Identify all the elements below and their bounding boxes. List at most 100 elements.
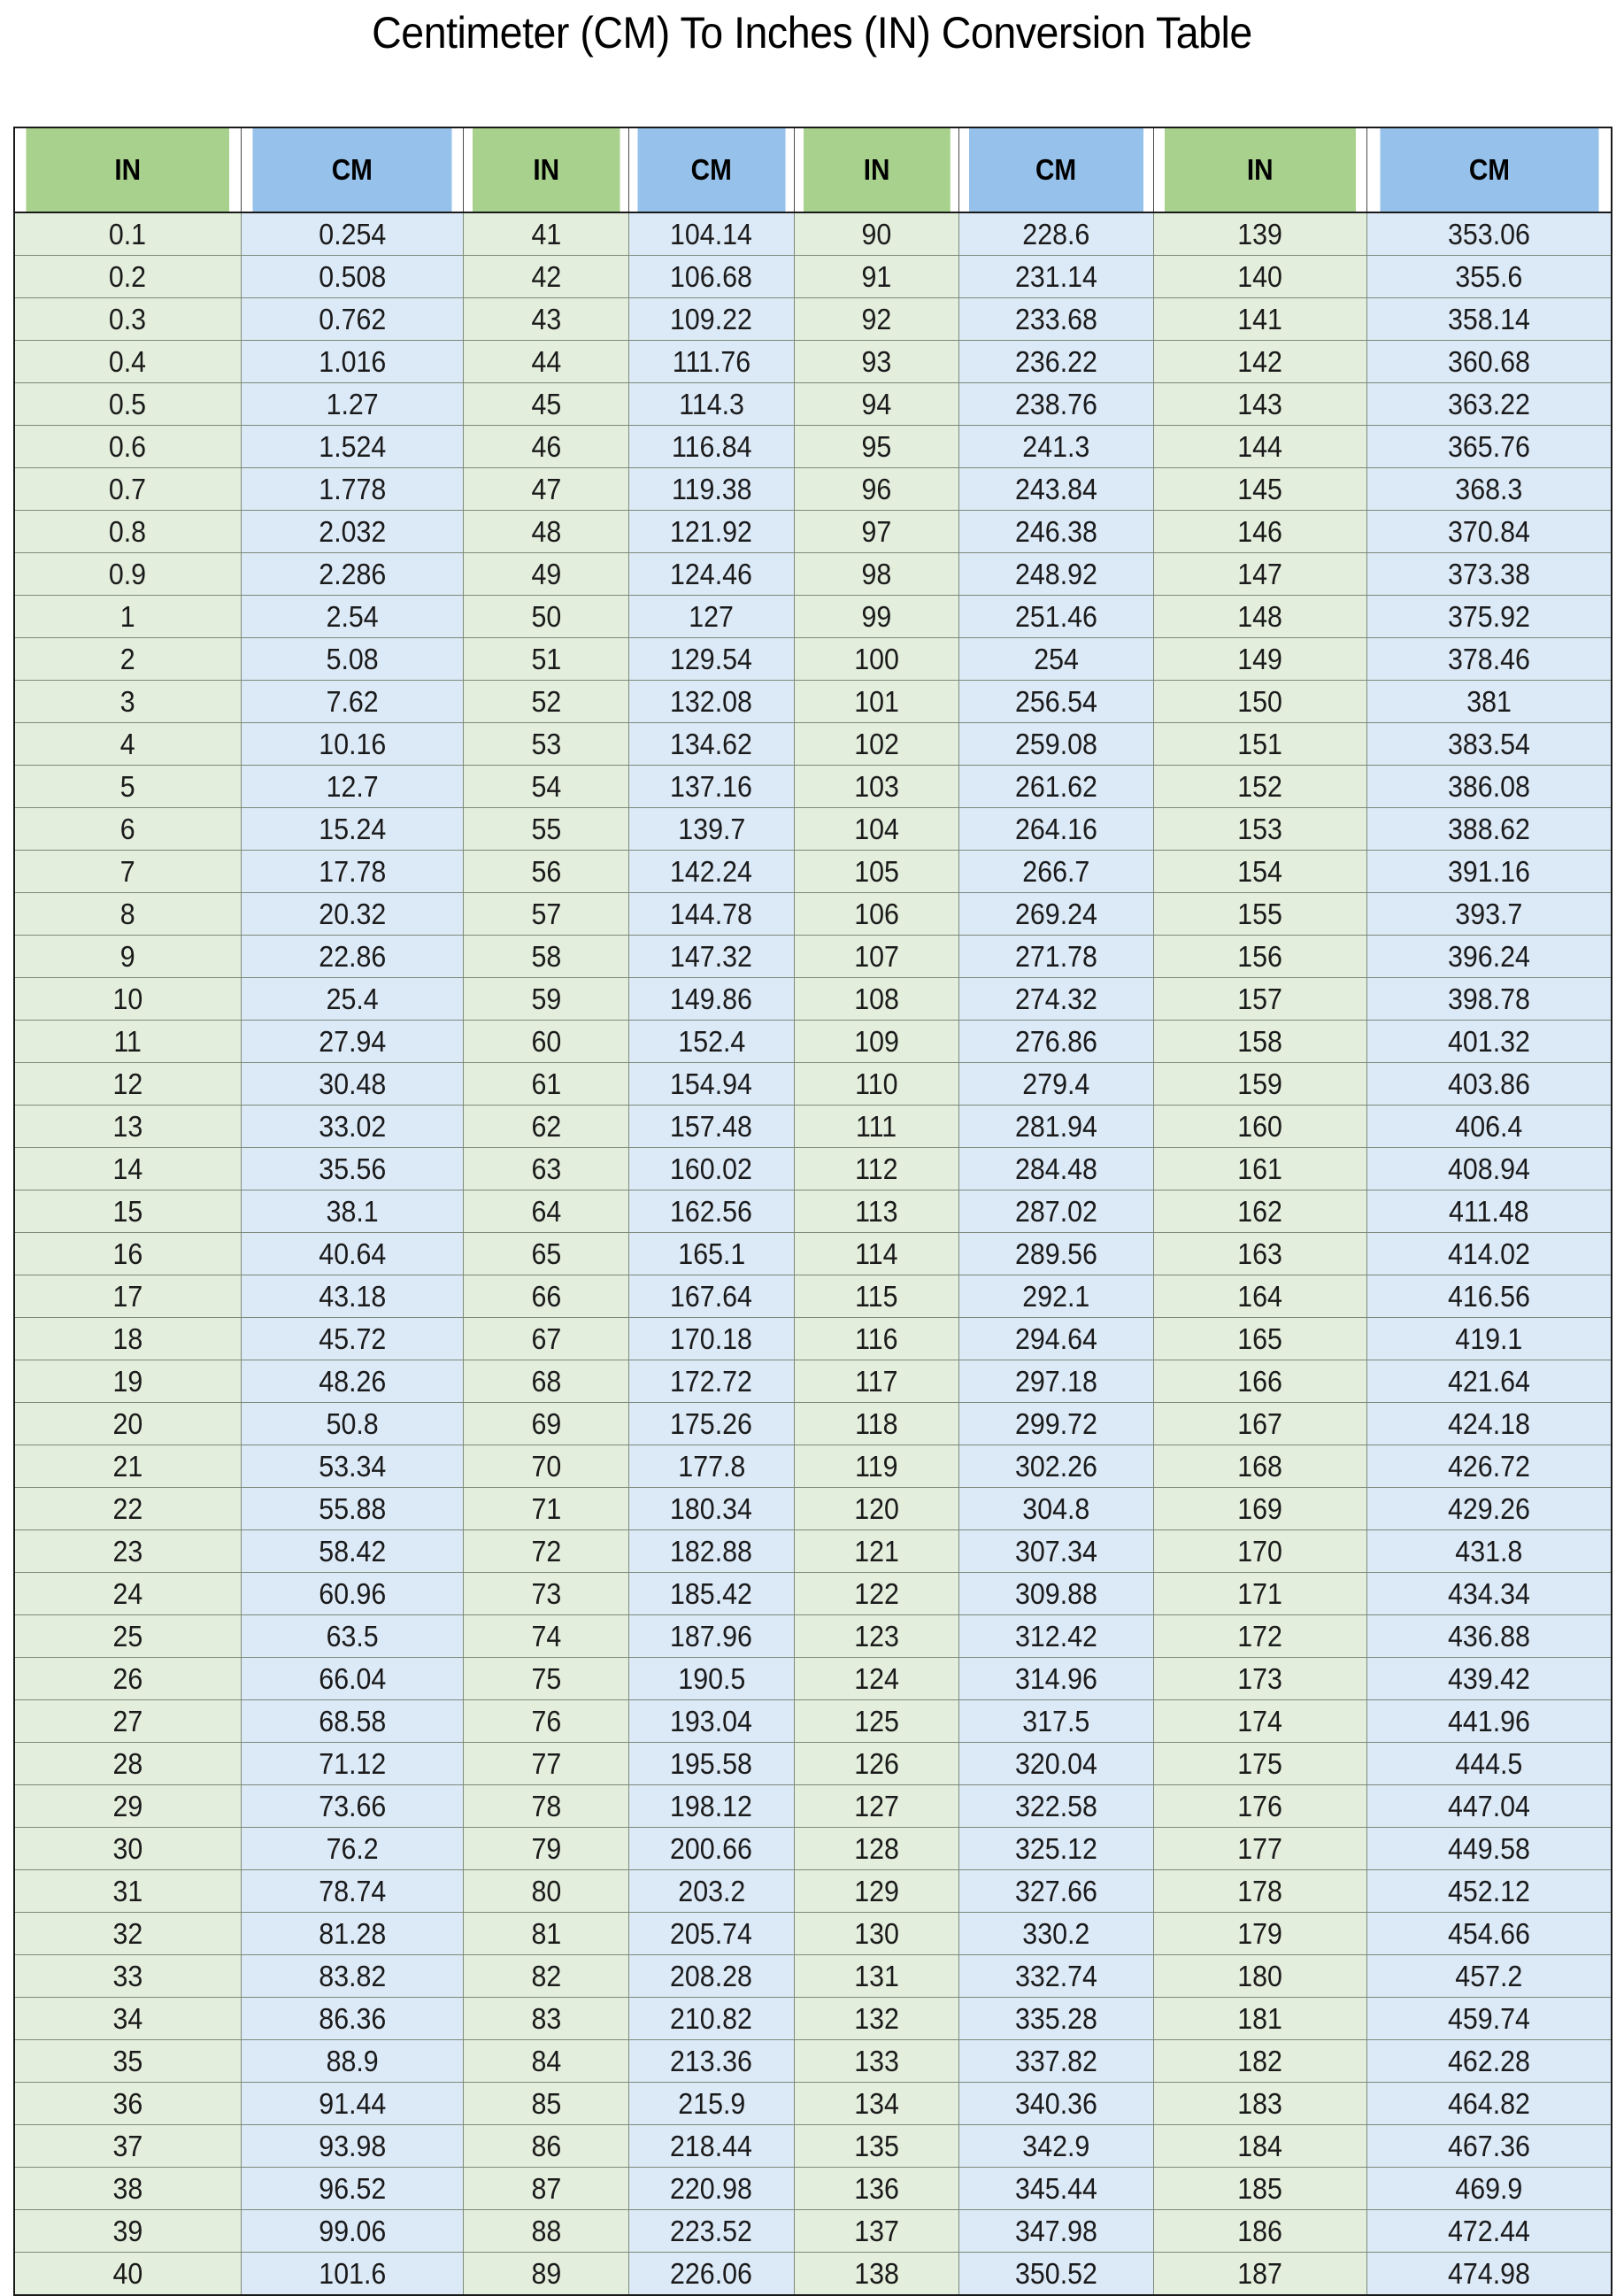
cell-in-value: 143 xyxy=(1152,382,1368,426)
cell-cm-value: 426.72 xyxy=(1366,1445,1612,1488)
cell-cm-value: 274.32 xyxy=(958,977,1154,1021)
cell-cm-value: 180.34 xyxy=(627,1487,796,1530)
table-row: 20 50.8 69 175.26 118 299.72 167 424.18 xyxy=(13,1402,1612,1445)
cell-cm-value: 355.6 xyxy=(1366,255,1612,298)
cell-cm-value: 119.38 xyxy=(627,467,796,511)
cell-cm-value: 109.22 xyxy=(627,297,796,341)
cell-in-value: 36 xyxy=(13,2082,242,2125)
cell-cm-value: 2.286 xyxy=(240,552,465,596)
cell-in-value: 92 xyxy=(794,297,959,341)
cell-in-value: 77 xyxy=(463,1742,629,1785)
cell-in-value: 0.2 xyxy=(13,255,242,298)
cell-in-value: 117 xyxy=(794,1360,959,1403)
cell-in-value: 166 xyxy=(1152,1360,1368,1403)
cell-cm-value: 429.26 xyxy=(1366,1487,1612,1530)
cell-in-value: 146 xyxy=(1152,510,1368,553)
cell-in-value: 12 xyxy=(13,1062,242,1106)
cell-in-value: 135 xyxy=(794,2124,959,2168)
cell-in-value: 68 xyxy=(463,1360,629,1403)
cell-in-value: 44 xyxy=(463,340,629,383)
cell-cm-value: 452.12 xyxy=(1366,1869,1612,1913)
cell-cm-value: 55.88 xyxy=(240,1487,465,1530)
cell-in-value: 43 xyxy=(463,297,629,341)
cell-in-value: 134 xyxy=(794,2082,959,2125)
column-header-cm-2: CM xyxy=(636,127,787,213)
cell-cm-value: 223.52 xyxy=(627,2209,796,2253)
cell-in-value: 119 xyxy=(794,1445,959,1488)
cell-cm-value: 332.74 xyxy=(958,1954,1154,1998)
cell-in-value: 0.8 xyxy=(13,510,242,553)
cell-in-value: 6 xyxy=(13,807,242,851)
cell-in-value: 79 xyxy=(463,1827,629,1870)
cell-in-value: 170 xyxy=(1152,1529,1368,1573)
cell-cm-value: 208.28 xyxy=(627,1954,796,1998)
cm-to-inches-conversion-table: IN CM IN CM IN CM IN CM 0.1 0.254 41 104.14… xyxy=(13,127,1612,2296)
cell-cm-value: 317.5 xyxy=(958,1699,1154,1743)
cell-cm-value: 50.8 xyxy=(240,1402,465,1445)
cell-cm-value: 299.72 xyxy=(958,1402,1154,1445)
column-header-cm-3: CM xyxy=(967,127,1144,213)
cell-in-value: 164 xyxy=(1152,1275,1368,1318)
cell-in-value: 99 xyxy=(794,595,959,638)
cell-cm-value: 193.04 xyxy=(627,1699,796,1743)
table-row: 23 58.42 72 182.88 121 307.34 170 431.8 xyxy=(13,1529,1612,1573)
cell-cm-value: 38.1 xyxy=(240,1190,465,1233)
cell-in-value: 107 xyxy=(794,935,959,978)
cell-cm-value: 215.9 xyxy=(627,2082,796,2125)
cell-cm-value: 111.76 xyxy=(627,340,796,383)
cell-cm-value: 124.46 xyxy=(627,552,796,596)
cell-in-value: 18 xyxy=(13,1317,242,1360)
cell-in-value: 161 xyxy=(1152,1147,1368,1190)
cell-cm-value: 121.92 xyxy=(627,510,796,553)
table-row: 29 73.66 78 198.12 127 322.58 176 447.04 xyxy=(13,1784,1612,1828)
cell-cm-value: 269.24 xyxy=(958,892,1154,936)
cell-cm-value: 81.28 xyxy=(240,1912,465,1955)
cell-in-value: 45 xyxy=(463,382,629,426)
cell-cm-value: 414.02 xyxy=(1366,1232,1612,1275)
cell-in-value: 0.5 xyxy=(13,382,242,426)
cell-cm-value: 2.54 xyxy=(240,595,465,638)
cell-in-value: 59 xyxy=(463,977,629,1021)
cell-cm-value: 416.56 xyxy=(1366,1275,1612,1318)
cell-cm-value: 86.36 xyxy=(240,1997,465,2040)
cell-cm-value: 231.14 xyxy=(958,255,1154,298)
cell-cm-value: 386.08 xyxy=(1366,765,1612,808)
cell-cm-value: 175.26 xyxy=(627,1402,796,1445)
cell-in-value: 174 xyxy=(1152,1699,1368,1743)
table-row: 13 33.02 62 157.48 111 281.94 160 406.4 xyxy=(13,1105,1612,1148)
cell-cm-value: 17.78 xyxy=(240,850,465,893)
cell-in-value: 52 xyxy=(463,680,629,723)
cell-cm-value: 403.86 xyxy=(1366,1062,1612,1106)
cell-in-value: 42 xyxy=(463,255,629,298)
cell-in-value: 187 xyxy=(1152,2252,1368,2296)
column-header-cm-1: CM xyxy=(251,127,453,213)
cell-cm-value: 106.68 xyxy=(627,255,796,298)
table-row: 31 78.74 80 203.2 129 327.66 178 452.12 xyxy=(13,1869,1612,1913)
cell-in-value: 0.1 xyxy=(13,212,242,256)
cell-cm-value: 264.16 xyxy=(958,807,1154,851)
cell-cm-value: 238.76 xyxy=(958,382,1154,426)
cell-cm-value: 393.7 xyxy=(1366,892,1612,936)
cell-cm-value: 139.7 xyxy=(627,807,796,851)
cell-cm-value: 53.34 xyxy=(240,1445,465,1488)
cell-cm-value: 88.9 xyxy=(240,2039,465,2083)
cell-cm-value: 261.62 xyxy=(958,765,1154,808)
cell-cm-value: 363.22 xyxy=(1366,382,1612,426)
cell-cm-value: 200.66 xyxy=(627,1827,796,1870)
cell-in-value: 152 xyxy=(1152,765,1368,808)
cell-cm-value: 210.82 xyxy=(627,1997,796,2040)
cell-cm-value: 170.18 xyxy=(627,1317,796,1360)
cell-in-value: 125 xyxy=(794,1699,959,1743)
cell-cm-value: 40.64 xyxy=(240,1232,465,1275)
table-row: 19 48.26 68 172.72 117 297.18 166 421.64 xyxy=(13,1360,1612,1403)
cell-in-value: 91 xyxy=(794,255,959,298)
cell-cm-value: 340.36 xyxy=(958,2082,1154,2125)
cell-cm-value: 203.2 xyxy=(627,1869,796,1913)
cell-cm-value: 96.52 xyxy=(240,2167,465,2210)
cell-in-value: 60 xyxy=(463,1020,629,1063)
table-row: 5 12.7 54 137.16 103 261.62 152 386.08 xyxy=(13,765,1612,808)
cell-in-value: 74 xyxy=(463,1614,629,1658)
cell-cm-value: 444.5 xyxy=(1366,1742,1612,1785)
cell-cm-value: 127 xyxy=(627,595,796,638)
cell-in-value: 168 xyxy=(1152,1445,1368,1488)
